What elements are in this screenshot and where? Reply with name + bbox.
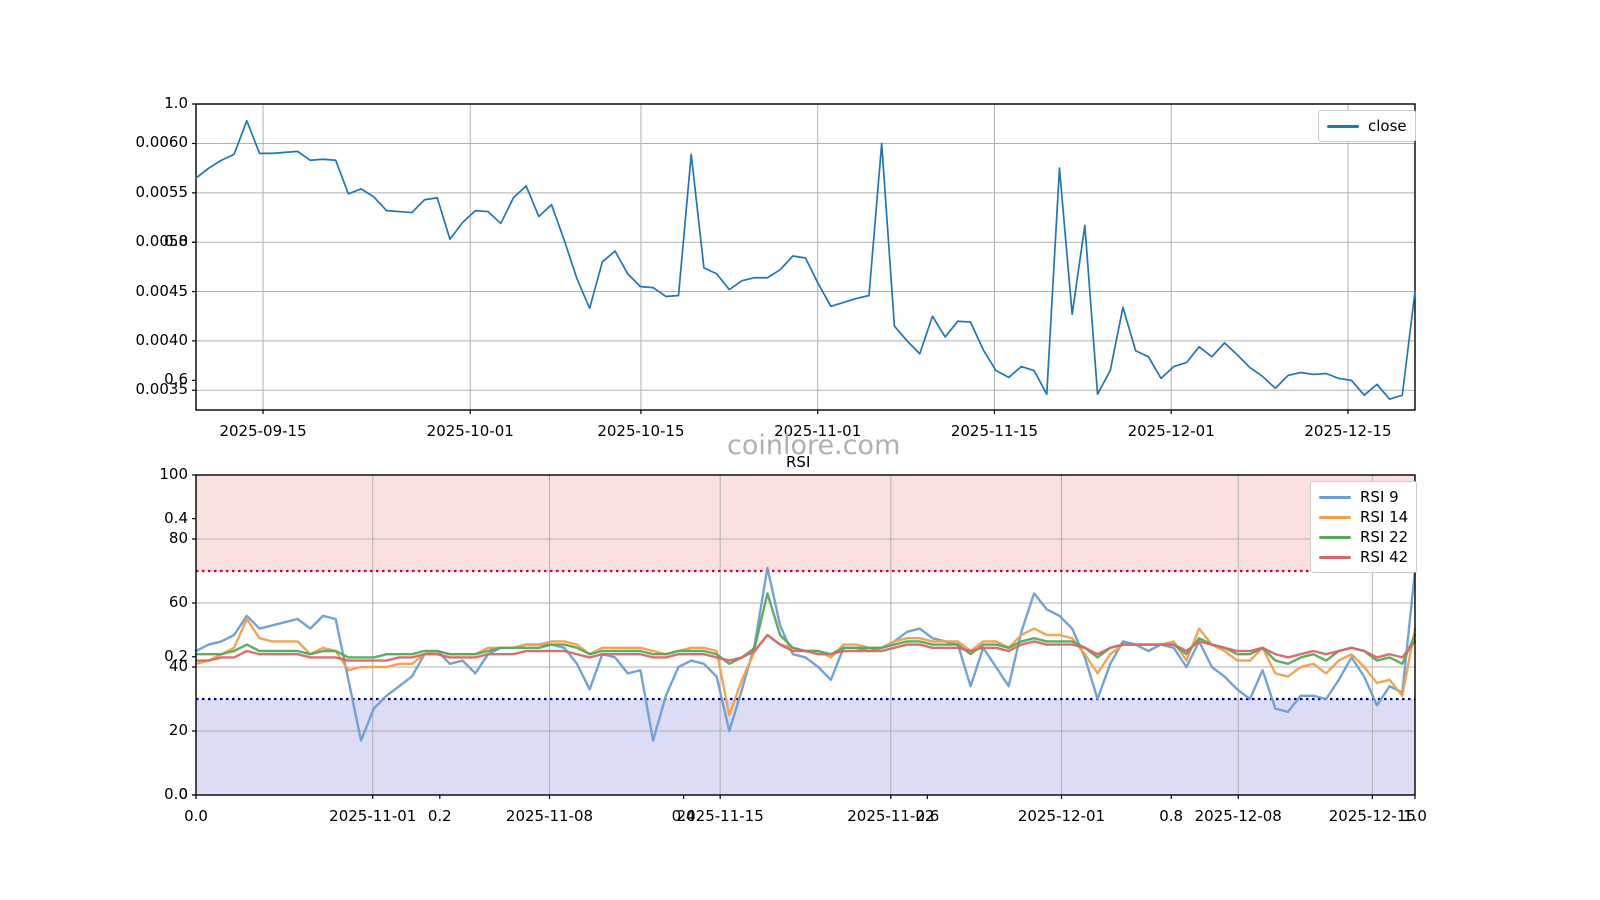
rsi-legend-item[interactable]: RSI 22 <box>1319 527 1408 547</box>
rsi-y-tick-label: 100 <box>159 465 188 483</box>
rsi-x-tick-label: 2025-12-08 <box>1194 807 1282 825</box>
rsi-legend-swatch-icon <box>1319 495 1351 499</box>
price-y-tick-label: 0.0040 <box>135 330 189 349</box>
rsi-x-tick-label: 2025-11-08 <box>505 807 594 825</box>
overlay-y-tick-label: 0.4 <box>164 508 188 527</box>
rsi-legend-item[interactable]: RSI 9 <box>1319 487 1408 507</box>
overlay-x-tick-label: 0.4 <box>671 807 696 825</box>
overlay-x-tick-label: 1.0 <box>1403 807 1427 825</box>
watermark-text: coinlore.com <box>727 430 901 461</box>
overlay-y-tick-label: 1.0 <box>164 94 188 112</box>
rsi-legend-label: RSI 22 <box>1360 528 1409 546</box>
price-x-tick-label: 2025-10-15 <box>597 422 685 440</box>
rsi-y-tick-label: 40 <box>168 657 188 675</box>
rsi-legend-label: RSI 9 <box>1360 488 1399 506</box>
price-axes-frame <box>195 103 1416 411</box>
rsi-axes-frame <box>195 474 1416 796</box>
rsi-legend[interactable]: RSI 9 RSI 14 RSI 22 RSI 42 <box>1310 481 1418 573</box>
price-legend[interactable]: close <box>1318 110 1416 142</box>
rsi-x-tick-label: 2025-11-01 <box>329 807 417 825</box>
rsi-band-oversold <box>196 699 1415 795</box>
rsi-y-tick-label: 60 <box>168 593 188 611</box>
price-legend-label: close <box>1368 117 1407 135</box>
overlay-y-tick-label: 0.2 <box>164 646 188 665</box>
rsi-legend-item[interactable]: RSI 14 <box>1319 507 1408 527</box>
rsi-x-tick-label: 2025-12-01 <box>1017 807 1106 825</box>
price-legend-swatch-icon <box>1327 124 1359 128</box>
overlay-x-tick-label: 0.8 <box>1159 807 1184 825</box>
price-x-tick-label: 2025-09-15 <box>219 422 307 440</box>
rsi-legend-swatch-icon <box>1319 555 1351 559</box>
overlay-y-tick-label: 0.8 <box>164 232 188 251</box>
rsi-legend-swatch-icon <box>1319 515 1351 519</box>
rsi-legend-label: RSI 42 <box>1360 548 1409 566</box>
price-x-tick-label: 2025-11-01 <box>774 422 862 440</box>
price-x-tick-label: 2025-12-15 <box>1304 422 1392 440</box>
rsi-y-tick-label: 80 <box>168 529 188 547</box>
price-close-line <box>195 119 1416 400</box>
rsi-series-line-3 <box>194 633 1417 662</box>
rsi-y-tick-label: 20 <box>168 721 188 739</box>
price-y-tick-label: 0.0035 <box>135 380 189 399</box>
overlay-y-tick-label: 0.0 <box>164 785 188 803</box>
rsi-x-tick-label: 2025-12-15 <box>1328 807 1416 825</box>
overlay-x-tick-label: 0.6 <box>915 807 940 825</box>
rsi-band-overbought <box>196 475 1415 571</box>
rsi-y-tick-label: 0 <box>178 785 188 803</box>
rsi-x-tick-label: 2025-11-22 <box>847 807 935 825</box>
rsi-legend-label: RSI 14 <box>1360 508 1409 526</box>
price-y-tick-label: 0.0060 <box>135 133 189 152</box>
rsi-legend-swatch-icon <box>1319 535 1351 539</box>
rsi-legend-item[interactable]: RSI 42 <box>1319 547 1408 567</box>
price-x-tick-label: 2025-12-01 <box>1127 422 1215 440</box>
price-y-tick-label: 0.0055 <box>135 182 189 201</box>
price-plot-background <box>196 104 1415 410</box>
price-x-tick-label: 2025-10-01 <box>426 422 514 440</box>
price-x-tick-label: 2025-11-15 <box>950 422 1039 440</box>
price-y-tick-label: 0.0045 <box>135 281 189 300</box>
overlay-x-tick-label: 0.2 <box>427 807 452 825</box>
rsi-series-line-1 <box>194 617 1417 717</box>
rsi-x-tick-label: 2025-11-15 <box>676 807 764 825</box>
rsi-panel-title: RSI <box>786 453 811 471</box>
price-legend-item[interactable]: close <box>1327 116 1407 136</box>
price-y-tick-label: 0.0050 <box>135 232 189 251</box>
overlay-y-tick-label: 0.6 <box>164 370 188 389</box>
overlay-x-tick-label: 0.0 <box>184 807 208 825</box>
rsi-series-line-0 <box>194 566 1417 742</box>
rsi-series-line-2 <box>194 592 1417 665</box>
